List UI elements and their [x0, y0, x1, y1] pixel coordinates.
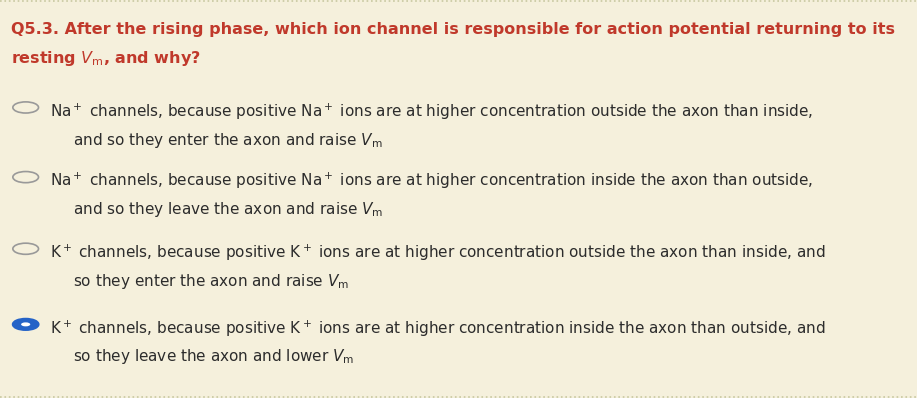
Circle shape — [13, 319, 39, 330]
Text: Na$^+$ channels, because positive Na$^+$ ions are at higher concentration outsid: Na$^+$ channels, because positive Na$^+$… — [50, 101, 813, 122]
Text: resting $V_{\mathrm{m}}$, and why?: resting $V_{\mathrm{m}}$, and why? — [11, 49, 201, 68]
Circle shape — [21, 322, 30, 326]
Circle shape — [13, 172, 39, 183]
Text: and so they enter the axon and raise $V_{\mathrm{m}}$: and so they enter the axon and raise $V_… — [73, 131, 383, 150]
Text: so they leave the axon and lower $V_{\mathrm{m}}$: so they leave the axon and lower $V_{\ma… — [73, 347, 355, 367]
Circle shape — [13, 102, 39, 113]
Text: so they enter the axon and raise $V_{\mathrm{m}}$: so they enter the axon and raise $V_{\ma… — [73, 272, 349, 291]
Text: and so they leave the axon and raise $V_{\mathrm{m}}$: and so they leave the axon and raise $V_… — [73, 200, 383, 219]
Text: Q5.3. After the rising phase, which ion channel is responsible for action potent: Q5.3. After the rising phase, which ion … — [11, 22, 895, 37]
Text: K$^+$ channels, because positive K$^+$ ions are at higher concentration outside : K$^+$ channels, because positive K$^+$ i… — [50, 243, 826, 263]
Circle shape — [13, 243, 39, 254]
Text: Na$^+$ channels, because positive Na$^+$ ions are at higher concentration inside: Na$^+$ channels, because positive Na$^+$… — [50, 171, 813, 191]
Text: K$^+$ channels, because positive K$^+$ ions are at higher concentration inside t: K$^+$ channels, because positive K$^+$ i… — [50, 318, 826, 339]
